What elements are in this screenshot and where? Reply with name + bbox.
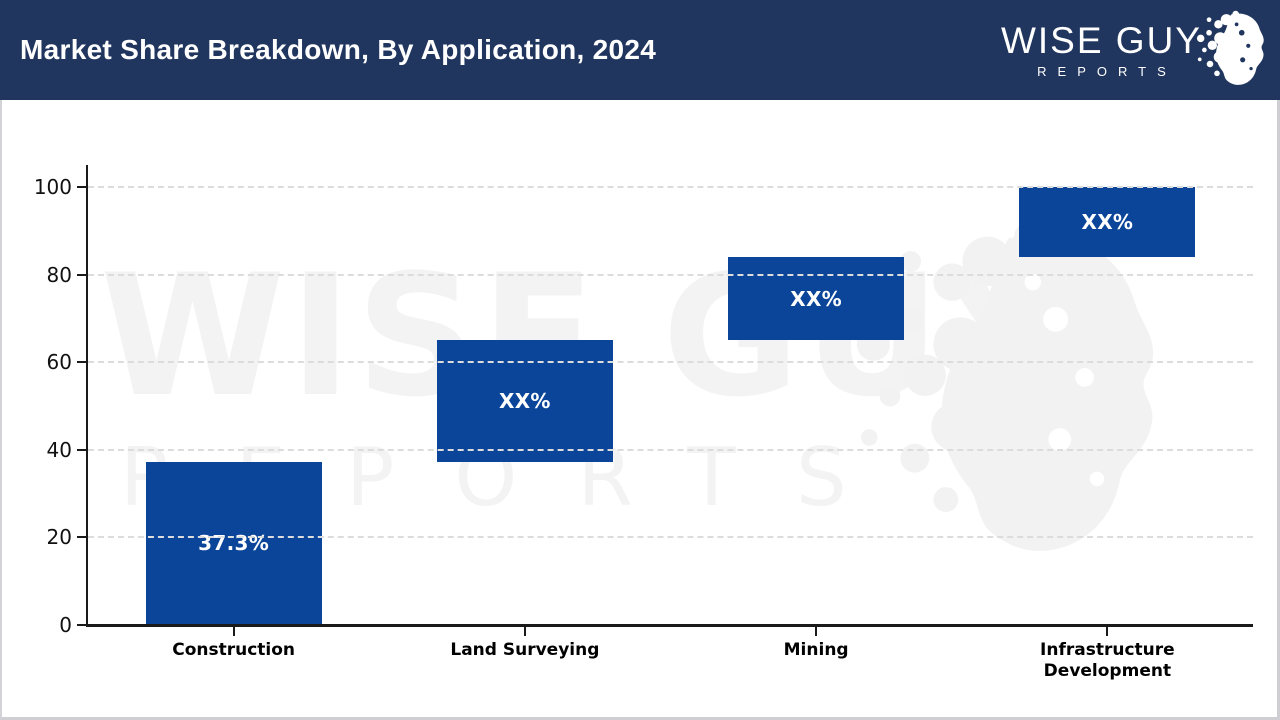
y-tick-mark-60 (77, 361, 86, 364)
logo-wordmark-main: WISE GUY (1000, 19, 1202, 61)
header-bar: Market Share Breakdown, By Application, … (0, 0, 1280, 100)
bar-construction: 37.3% (145, 461, 322, 625)
x-tick-mark-infrastructure-development (1106, 627, 1109, 636)
y-tick-mark-80 (77, 273, 86, 276)
y-tick-label-100: 100 (33, 174, 72, 199)
x-axis (86, 624, 1253, 627)
gridline-60 (88, 361, 1253, 364)
y-tick-label-40: 40 (46, 437, 72, 462)
y-tick-mark-20 (77, 536, 86, 539)
bar-value-label-construction: 37.3% (198, 531, 270, 556)
y-tick-mark-100 (77, 185, 86, 188)
bar-value-label-land-surveying: XX% (498, 388, 551, 413)
gridline-40 (88, 448, 1253, 451)
x-tick-mark-construction (232, 627, 235, 636)
gridline-80 (88, 273, 1253, 276)
x-category-label-infrastructure-development: Infrastructure Development (1040, 640, 1175, 681)
y-tick-label-80: 80 (46, 262, 72, 287)
logo-wordmark-sub: REPORTS (1037, 63, 1177, 79)
bar-value-label-mining: XX% (790, 286, 843, 311)
y-tick-mark-0 (77, 624, 86, 626)
y-tick-label-20: 20 (46, 525, 72, 550)
bar-land-surveying: XX% (436, 340, 613, 462)
x-category-label-construction: Construction (172, 640, 296, 660)
chart-title: Market Share Breakdown, By Application, … (20, 34, 657, 65)
gridline-20 (88, 536, 1253, 539)
x-tick-mark-mining (815, 627, 818, 636)
bar-value-label-infrastructure-development: XX% (1081, 209, 1134, 234)
y-tick-mark-40 (77, 448, 86, 451)
gridline-100 (88, 185, 1253, 188)
wiseguy-logo: WISE GUY REPORTS (1001, 10, 1266, 90)
y-axis (86, 165, 88, 625)
x-category-label-mining: Mining (783, 640, 849, 660)
logo-wordmark: WISE GUY REPORTS (1001, 22, 1202, 79)
y-tick-label-60: 60 (46, 350, 72, 375)
y-tick-label-0: 0 (59, 613, 72, 637)
x-tick-mark-land-surveying (523, 627, 526, 636)
logo-face-icon (1196, 10, 1264, 85)
bar-mining: XX% (728, 257, 905, 341)
bar-infrastructure-development: XX% (1019, 186, 1196, 257)
x-category-label-land-surveying: Land Surveying (450, 640, 600, 660)
